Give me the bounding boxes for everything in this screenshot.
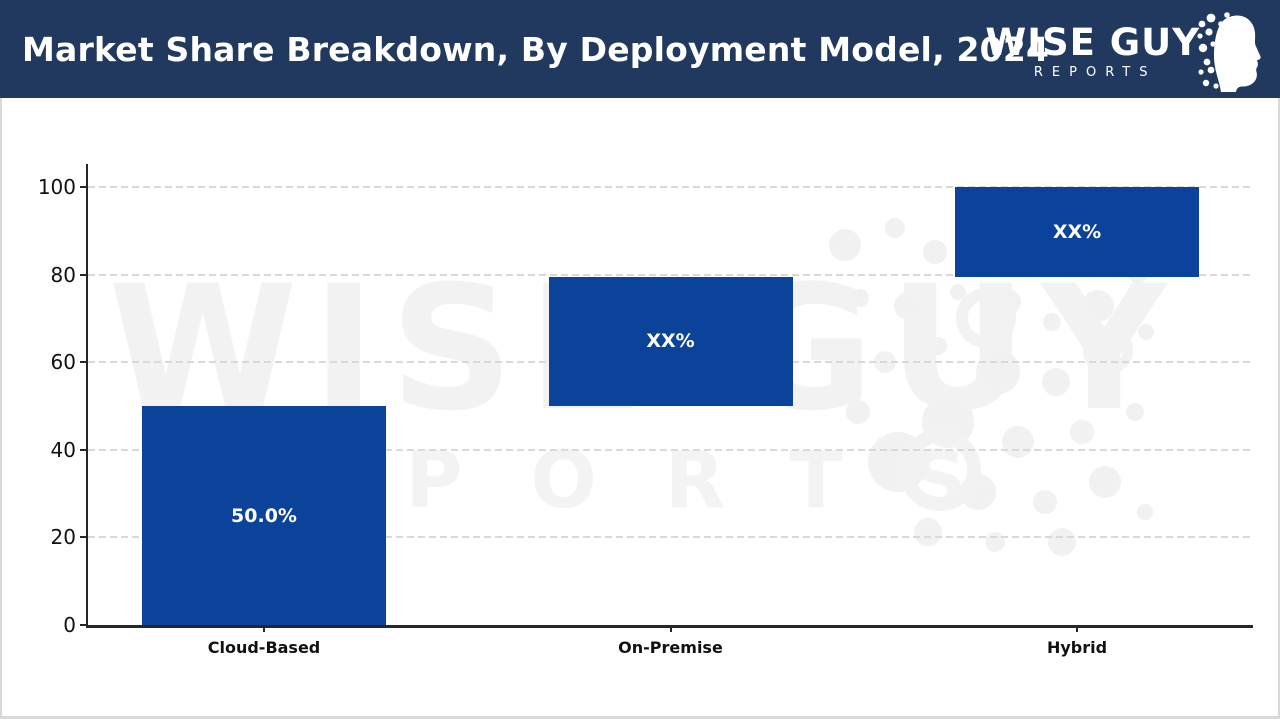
y-gridline xyxy=(88,448,1253,451)
chart-canvas-frame xyxy=(0,98,1280,719)
y-tick-label: 100 xyxy=(37,175,76,199)
y-tick-label: 60 xyxy=(50,350,76,375)
waterfall-bar: XX% xyxy=(548,276,793,406)
x-tick-mark xyxy=(1076,625,1078,632)
waterfall-bar: XX% xyxy=(955,187,1199,277)
brand-logo-text: WISE GUY REPORTS xyxy=(985,20,1200,81)
brand-subtitle: REPORTS xyxy=(1033,65,1157,81)
header-bar: Market Share Breakdown, By Deployment Mo… xyxy=(0,0,1280,98)
y-gridline xyxy=(88,186,1253,188)
y-tick-label: 40 xyxy=(50,437,76,462)
waterfall-bar: 50.0% xyxy=(142,406,386,625)
y-gridline xyxy=(88,273,1253,276)
x-category-label: On-Premise xyxy=(618,638,723,657)
y-tick-label: 80 xyxy=(50,262,76,287)
y-tick-mark xyxy=(80,624,87,626)
y-axis-line xyxy=(86,164,88,628)
y-tick-label: 0 xyxy=(63,613,76,637)
brand-name: WISE GUY xyxy=(985,20,1200,64)
page-title: Market Share Breakdown, By Deployment Mo… xyxy=(22,29,1050,69)
y-tick-mark xyxy=(80,186,87,188)
y-tick-mark xyxy=(80,448,87,451)
x-category-label: Hybrid xyxy=(1046,638,1108,657)
brand-logo: WISE GUY REPORTS xyxy=(985,12,1266,92)
y-tick-mark xyxy=(80,361,87,364)
x-tick-mark xyxy=(669,625,672,632)
x-axis-line xyxy=(86,625,1253,628)
bar-value-label: 50.0% xyxy=(231,504,297,527)
x-tick-mark xyxy=(263,625,265,632)
x-category-label: Cloud-Based xyxy=(207,638,321,657)
bar-value-label: XX% xyxy=(646,330,695,353)
y-gridline xyxy=(88,536,1253,539)
y-tick-mark xyxy=(80,273,87,276)
bar-value-label: XX% xyxy=(1052,220,1102,243)
y-tick-mark xyxy=(80,536,87,539)
head-profile-icon xyxy=(1197,12,1261,92)
y-tick-label: 20 xyxy=(50,525,76,550)
